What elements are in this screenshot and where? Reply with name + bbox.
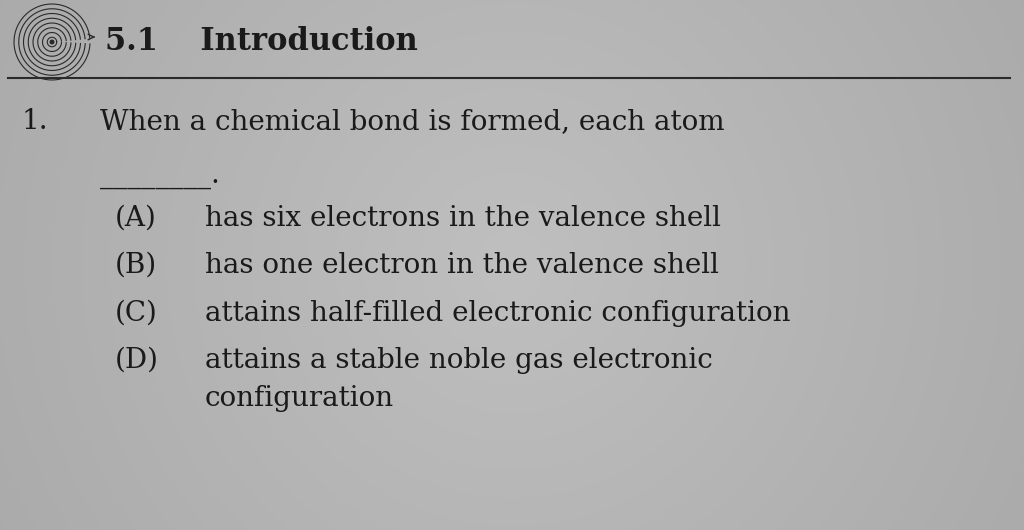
Text: (B): (B) xyxy=(115,252,158,279)
Text: (C): (C) xyxy=(115,300,158,327)
Text: (A): (A) xyxy=(115,205,157,232)
Text: (D): (D) xyxy=(115,347,159,374)
Text: configuration: configuration xyxy=(205,385,394,412)
Text: has six electrons in the valence shell: has six electrons in the valence shell xyxy=(205,205,721,232)
Text: 1.: 1. xyxy=(22,108,48,135)
Text: 5.1    Introduction: 5.1 Introduction xyxy=(105,26,418,57)
Text: ________.: ________. xyxy=(100,162,220,189)
Text: has one electron in the valence shell: has one electron in the valence shell xyxy=(205,252,719,279)
Text: When a chemical bond is formed, each atom: When a chemical bond is formed, each ato… xyxy=(100,108,725,135)
Text: attains half-filled electronic configuration: attains half-filled electronic configura… xyxy=(205,300,791,327)
Circle shape xyxy=(50,40,54,44)
Text: attains a stable noble gas electronic: attains a stable noble gas electronic xyxy=(205,347,713,374)
